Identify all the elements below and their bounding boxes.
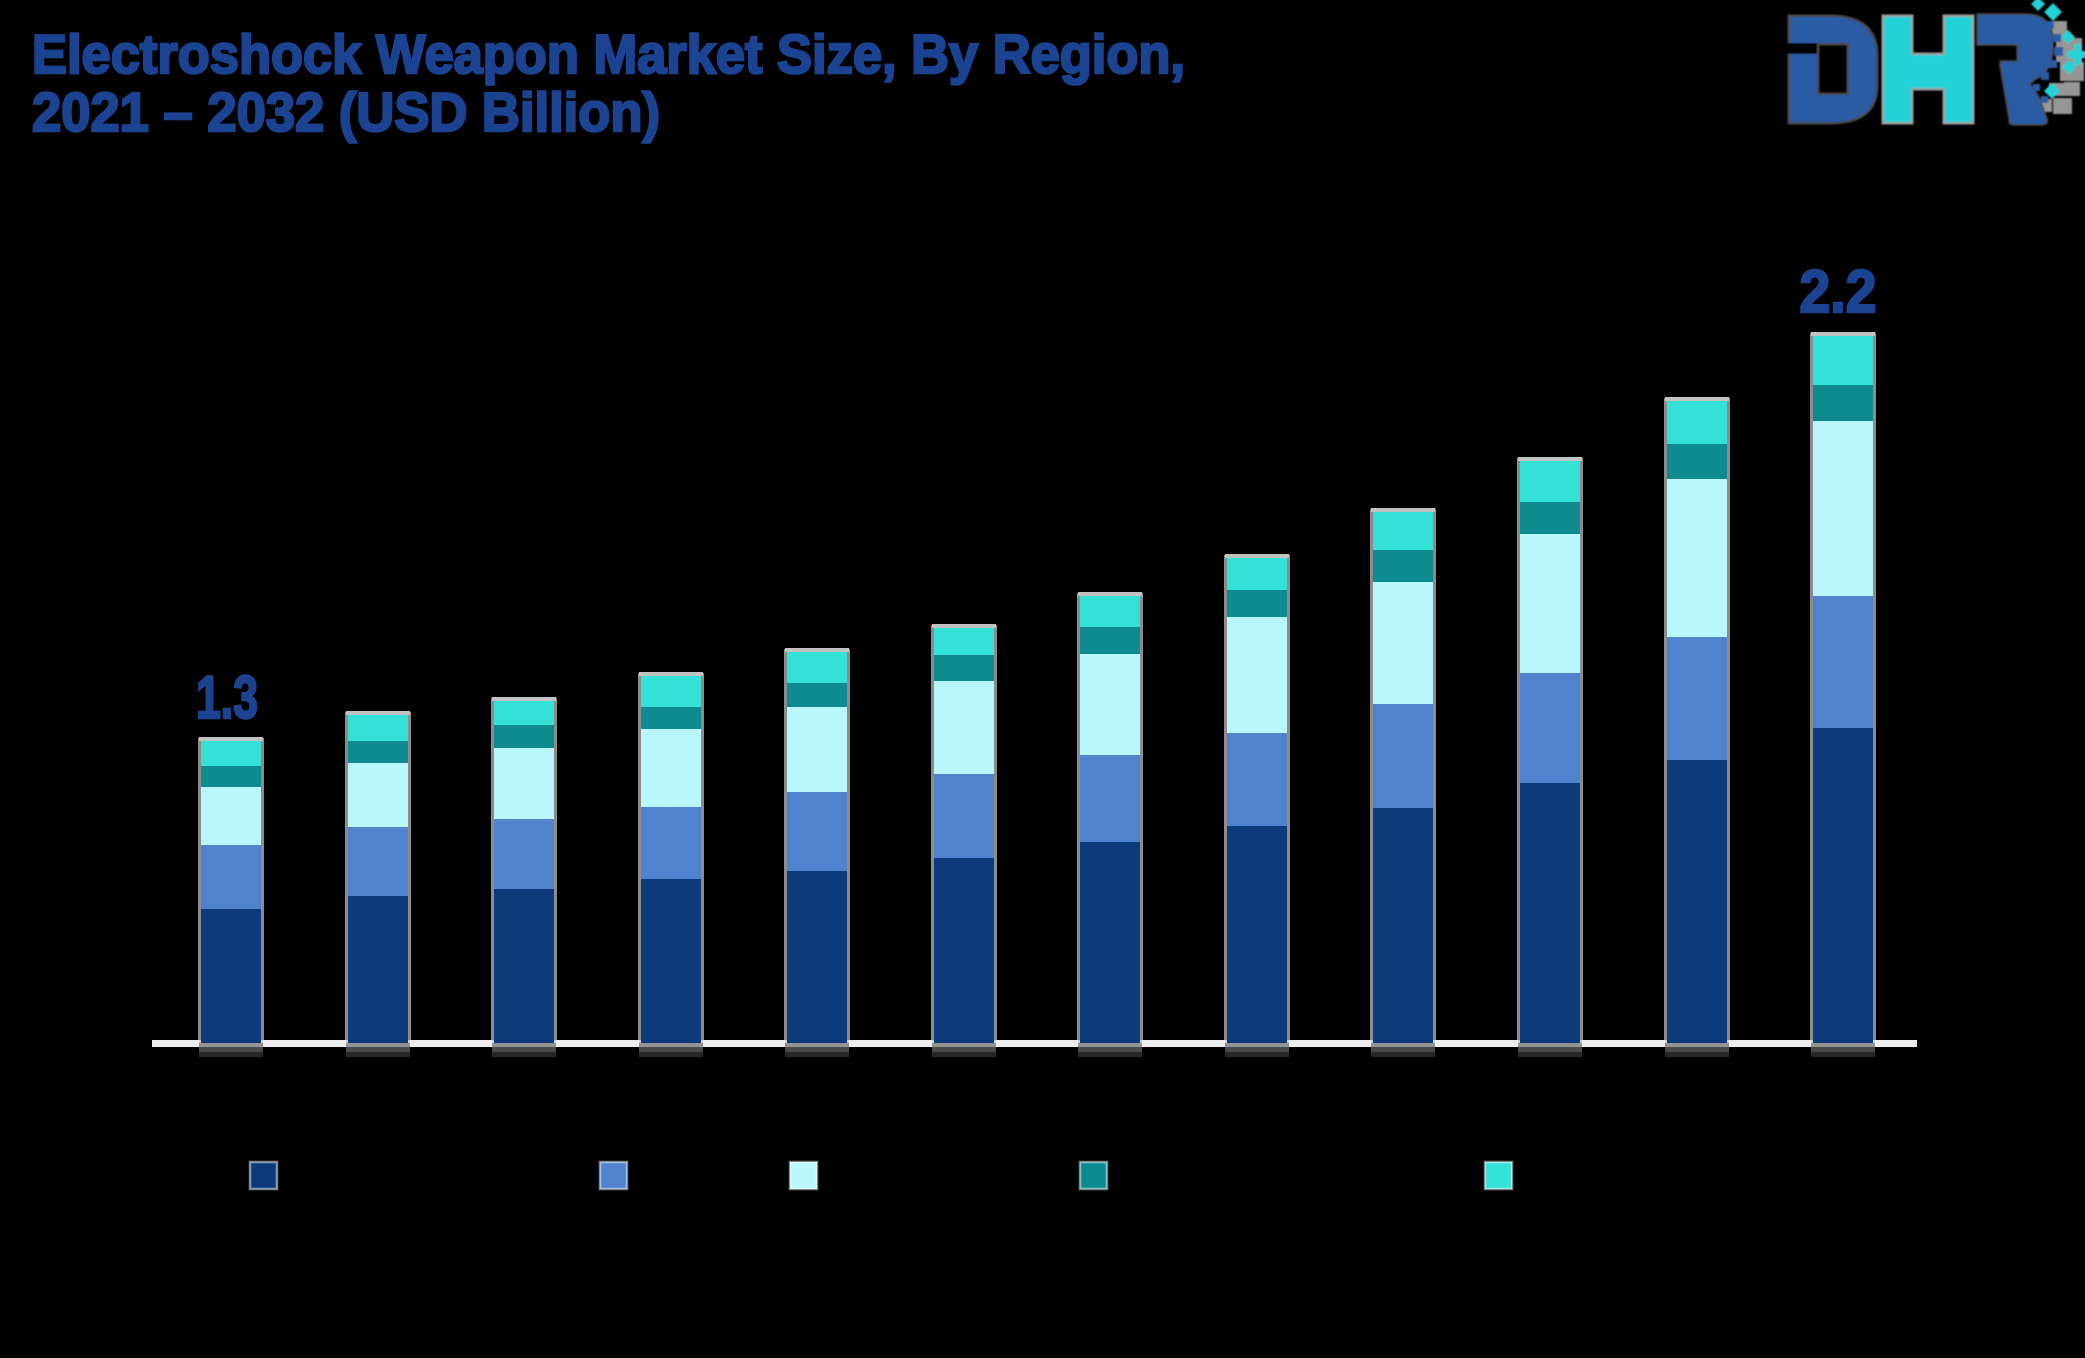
svg-text:1.3: 1.3 [196, 664, 258, 731]
svg-text:2021 – 2032 (USD Billion): 2021 – 2032 (USD Billion) [32, 81, 660, 143]
svg-text:Electroshock Weapon Market Siz: Electroshock Weapon Market Size, By Regi… [32, 23, 1185, 85]
svg-text:2.2: 2.2 [1800, 258, 1877, 325]
